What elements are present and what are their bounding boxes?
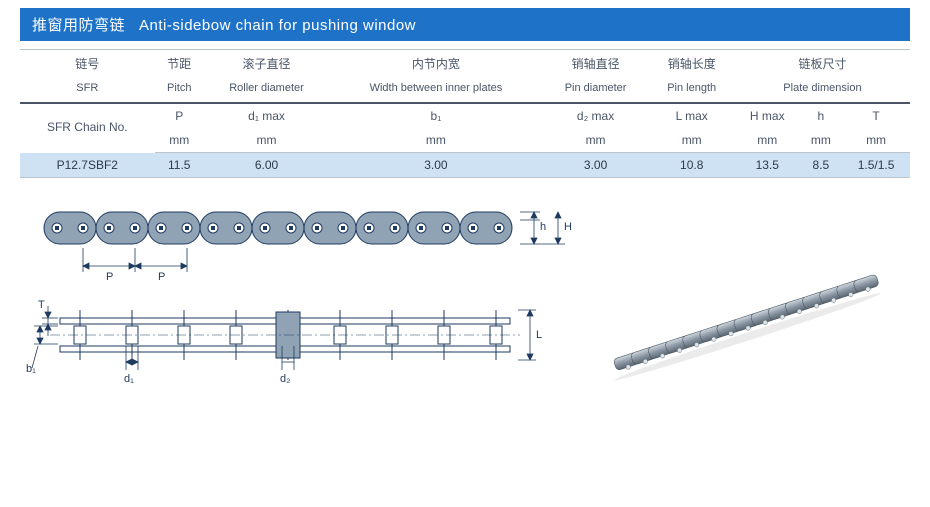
symbol-row: SFR Chain No. P d₁ max b₁ d₂ max L max H… [20, 103, 910, 128]
hdr-en-6: Plate dimension [735, 77, 910, 103]
dim-T: T [38, 299, 45, 311]
hdr-cn-5: 销轴长度 [649, 50, 735, 78]
diagram-area: P P h H [20, 200, 910, 390]
sym-1: d₁ max [204, 103, 329, 128]
unit-0: mm [155, 128, 204, 153]
top-view-drawing: T b₁ d₁ d₂ [20, 290, 580, 390]
header-row-cn: 链号 节距 滚子直径 内节内宽 销轴直径 销轴长度 链板尺寸 [20, 50, 910, 78]
hdr-cn-1: 节距 [155, 50, 204, 78]
technical-drawings: P P h H [20, 200, 580, 390]
hdr-en-2: Roller diameter [204, 77, 329, 103]
dim-P1: P [106, 271, 113, 283]
sym-4: L max [649, 103, 735, 128]
unit-6: mm [800, 128, 842, 153]
sym-3: d₂ max [543, 103, 649, 128]
sym-2: b₁ [329, 103, 542, 128]
unit-3: mm [543, 128, 649, 153]
dim-h: h [540, 221, 546, 233]
header-row-en: SFR Pitch Roller diameter Width between … [20, 77, 910, 103]
dim-d1: d₁ [124, 373, 134, 385]
hdr-cn-2: 滚子直径 [204, 50, 329, 78]
title-bar: 推窗用防弯链 Anti-sidebow chain for pushing wi… [20, 8, 910, 41]
data-0: 11.5 [155, 153, 204, 178]
hdr-cn-3: 内节内宽 [329, 50, 542, 78]
hdr-cn-0: 链号 [20, 50, 155, 78]
data-1: 6.00 [204, 153, 329, 178]
sym-5: H max [735, 103, 800, 128]
row-label: SFR Chain No. [20, 103, 155, 153]
hdr-en-5: Pin length [649, 77, 735, 103]
title-en: Anti-sidebow chain for pushing window [139, 17, 416, 34]
unit-2: mm [329, 128, 542, 153]
unit-7: mm [842, 128, 910, 153]
hdr-cn-4: 销轴直径 [543, 50, 649, 78]
dim-b1: b₁ [26, 363, 36, 375]
data-4: 10.8 [649, 153, 735, 178]
data-row: P12.7SBF2 11.5 6.00 3.00 3.00 10.8 13.5 … [20, 153, 910, 178]
unit-5: mm [735, 128, 800, 153]
title-cn: 推窗用防弯链 [32, 17, 125, 34]
data-2: 3.00 [329, 153, 542, 178]
spec-table: 链号 节距 滚子直径 内节内宽 销轴直径 销轴长度 链板尺寸 SFR Pitch… [20, 49, 910, 178]
data-7: 1.5/1.5 [842, 153, 910, 178]
sym-0: P [155, 103, 204, 128]
sym-7: T [842, 103, 910, 128]
data-6: 8.5 [800, 153, 842, 178]
dim-H: H [564, 221, 572, 233]
hdr-en-1: Pitch [155, 77, 204, 103]
hdr-en-0: SFR [20, 77, 155, 103]
dim-L: L [536, 329, 542, 341]
data-3: 3.00 [543, 153, 649, 178]
unit-1: mm [204, 128, 329, 153]
data-5: 13.5 [735, 153, 800, 178]
hdr-cn-6: 链板尺寸 [735, 50, 910, 78]
dim-P2: P [158, 271, 165, 283]
data-chainno: P12.7SBF2 [20, 153, 155, 178]
side-view-drawing: P P h H [20, 200, 580, 290]
chain-3d-render [600, 250, 910, 390]
sym-6: h [800, 103, 842, 128]
dim-d2: d₂ [280, 373, 290, 385]
hdr-en-4: Pin diameter [543, 77, 649, 103]
hdr-en-3: Width between inner plates [329, 77, 542, 103]
unit-4: mm [649, 128, 735, 153]
